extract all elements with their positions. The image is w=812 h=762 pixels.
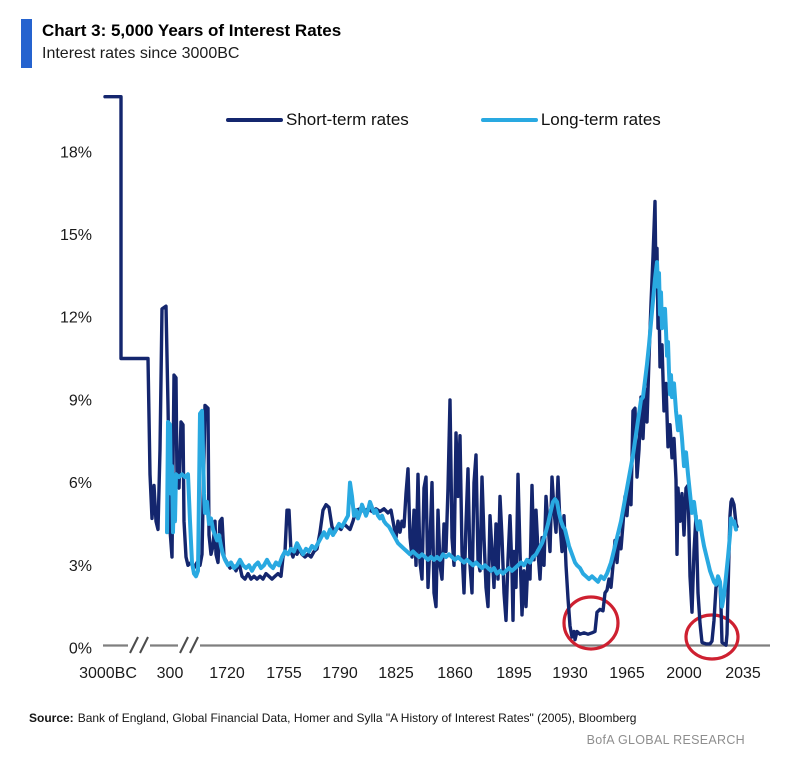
axis-break-gap [178, 636, 200, 655]
y-tick-label: 18% [60, 144, 92, 161]
legend-label-long-term: Long-term rates [540, 110, 661, 129]
axis-break-gap [128, 636, 150, 655]
brand-credit: BofA GLOBAL RESEARCH [586, 733, 745, 747]
legend-item-long-term: Long-term rates [480, 110, 661, 130]
x-tick-label: 1860 [437, 665, 473, 682]
chart-legend: Short-term rates Long-term rates [226, 110, 661, 130]
y-tick-label: 6% [69, 475, 92, 492]
x-tick-label: 1930 [552, 665, 588, 682]
y-tick-label: 12% [60, 310, 92, 327]
x-tick-label: 2000 [666, 665, 702, 682]
y-tick-label: 15% [60, 227, 92, 244]
long-term-line-swatch [480, 118, 538, 122]
title-accent-bar [21, 19, 32, 68]
axis-break-slash [189, 636, 199, 654]
x-tick-label: 300 [157, 665, 184, 682]
axis-break-slash [179, 636, 189, 654]
x-tick-label: 1965 [609, 665, 645, 682]
x-tick-label: 1720 [209, 665, 245, 682]
y-tick-label: 3% [69, 558, 92, 575]
axis-break-slash [129, 636, 139, 654]
short-term-line-swatch [226, 118, 283, 122]
x-tick-label: 1755 [266, 665, 302, 682]
source-text: Bank of England, Global Financial Data, … [77, 711, 637, 725]
x-tick-label: 1895 [496, 665, 532, 682]
x-tick-label: 2035 [725, 665, 761, 682]
chart-title: Chart 3: 5,000 Years of Interest Rates [42, 21, 342, 40]
legend-item-short-term: Short-term rates [226, 110, 409, 130]
zero-rate-circle-annotation [562, 595, 620, 651]
x-tick-label: 1790 [322, 665, 358, 682]
long-term-rates-series-line [165, 260, 738, 609]
x-tick-label: 1825 [378, 665, 414, 682]
y-tick-label: 0% [69, 641, 92, 658]
y-tick-label: 9% [69, 392, 92, 409]
chart-subtitle: Interest rates since 3000BC [42, 45, 240, 62]
source-label: Source: [29, 711, 74, 725]
zero-rate-circle-annotation [684, 613, 740, 661]
axis-break-slash [139, 636, 149, 654]
source-line: Source: Bank of England, Global Financial… [29, 711, 636, 725]
legend-label-short-term: Short-term rates [286, 110, 409, 129]
x-tick-label: 3000BC [79, 665, 137, 682]
